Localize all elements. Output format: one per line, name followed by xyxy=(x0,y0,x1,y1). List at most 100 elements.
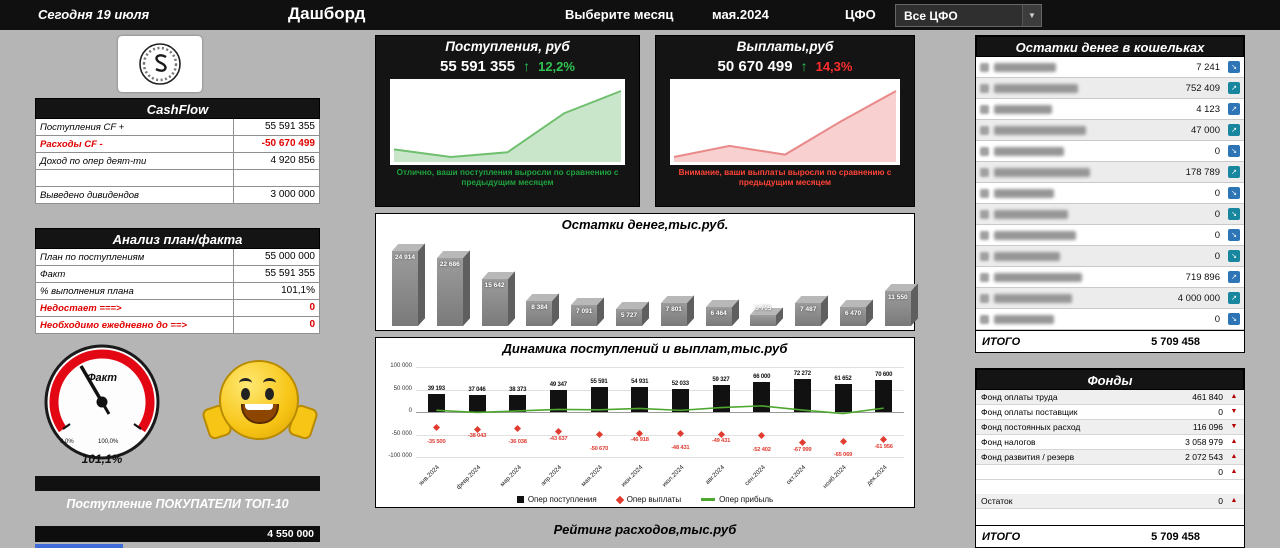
external-link-icon[interactable]: ↘ xyxy=(1228,313,1240,325)
inflow-bar xyxy=(509,394,527,412)
wallet-balance: 4 123 xyxy=(1196,103,1220,115)
bar-front xyxy=(481,279,508,326)
inflow-bar xyxy=(712,385,730,412)
gridline xyxy=(416,434,904,436)
top10-bar: 4 550 000 xyxy=(35,526,320,542)
expenses-ranking-title: Рейтинг расходов,тыс.руб xyxy=(553,522,737,537)
wallet-row: 47 000 ↗ xyxy=(976,120,1244,141)
wallet-item-icon xyxy=(980,125,989,135)
balance-bar: 6 464 xyxy=(700,232,745,326)
company-logo xyxy=(118,36,202,92)
external-link-icon[interactable]: ↘ xyxy=(1228,61,1240,73)
wallet-row: 719 896 ↗ xyxy=(976,267,1244,288)
wallet-row: 0 ↘ xyxy=(976,141,1244,162)
external-link-icon[interactable]: ↘ xyxy=(1228,229,1240,241)
inflow-bar-label: 37 046 xyxy=(468,387,486,394)
triangle-down-icon: ▼ xyxy=(1230,423,1238,430)
wallet-balance: 0 xyxy=(1214,313,1220,325)
fund-row: Фонд налогов 3 058 979 ▲ xyxy=(976,435,1244,450)
balance-bar: 7 091 xyxy=(565,232,610,326)
cashflow-row: Расходы CF - -50 670 499 xyxy=(35,136,320,153)
balance-bar: 8 384 xyxy=(520,232,565,326)
legend-label-outflow: Опер выплаты xyxy=(626,495,682,504)
balance-bar: 3 705 xyxy=(744,232,789,326)
external-link-icon[interactable]: ↘ xyxy=(1228,187,1240,199)
cfo-select[interactable]: Все ЦФО ▼ xyxy=(895,4,1042,27)
x-axis-label: сен.2024 xyxy=(743,464,767,488)
plan-fact-row-label: План по поступлениям xyxy=(40,251,145,263)
plan-fact-row-value: 0 xyxy=(233,300,319,316)
balances-bar-chart: 24 914 22 686 15 642 8 384 7 091 5 727 7 801 6 … xyxy=(386,232,918,326)
inflow-bar-label: 54 931 xyxy=(631,379,649,386)
cashflow-row: Доход по опер деят-ти 4 920 856 xyxy=(35,153,320,170)
inflow-bar-label: 49 347 xyxy=(549,381,567,388)
funds-total-value: 5 709 458 xyxy=(1151,530,1200,543)
plan-fact-row-value: 55 000 000 xyxy=(233,249,319,265)
balances-panel: Остатки денег,тыс.руб. 24 914 22 686 15 64… xyxy=(375,213,918,331)
x-axis-label: нояб.2024 xyxy=(821,464,848,490)
wallets-title: Остатки денег в кошельках xyxy=(976,36,1244,57)
x-axis-label: февр.2024 xyxy=(454,464,482,492)
wallet-balance: 178 789 xyxy=(1185,166,1220,178)
external-link-icon[interactable]: ↘ xyxy=(1228,250,1240,262)
gauge-needle xyxy=(79,365,104,403)
bar-value-label: 6 464 xyxy=(710,310,727,317)
outflow-sparkline xyxy=(670,79,900,165)
triangle-up-icon: ▲ xyxy=(1230,453,1238,460)
balance-bar: 11 550 xyxy=(879,232,924,326)
inflow-sparkline xyxy=(390,79,625,165)
wallet-balance: 47 000 xyxy=(1190,124,1220,136)
wallet-row: 178 789 ↗ xyxy=(976,162,1244,183)
wallets-total-row: ИТОГО 5 709 458 xyxy=(976,330,1244,352)
external-link-icon[interactable]: ↗ xyxy=(1228,271,1240,283)
external-link-icon[interactable]: ↗ xyxy=(1228,166,1240,178)
x-axis-label: мая.2024 xyxy=(579,464,604,489)
plan-fact-row: % выполнения плана 101,1% xyxy=(35,283,320,300)
cashflow-row-label: Выведено дивидендов xyxy=(40,189,139,201)
external-link-icon[interactable]: ↘ xyxy=(1228,208,1240,220)
external-link-icon[interactable]: ↗ xyxy=(1228,82,1240,94)
wallet-item-icon xyxy=(980,83,989,93)
fund-value: 461 840 xyxy=(1192,392,1223,402)
cashflow-row: Поступления CF + 55 591 355 xyxy=(35,119,320,136)
top-bar: Сегодня 19 июля Дашборд Выберите месяц м… xyxy=(0,0,1280,30)
outflow-diamond-marker xyxy=(758,432,766,440)
funds-title: Фонды xyxy=(976,369,1244,390)
outflow-value-label: -50 670 xyxy=(589,445,609,452)
cashflow-row-value: -50 670 499 xyxy=(233,136,319,152)
external-link-icon[interactable]: ↗ xyxy=(1228,124,1240,136)
bar-value-label: 3 705 xyxy=(755,305,772,312)
cfo-label: ЦФО xyxy=(845,7,876,22)
wallet-balance: 752 409 xyxy=(1185,82,1220,94)
cfo-select-value: Все ЦФО xyxy=(904,8,958,23)
fund-value: 3 058 979 xyxy=(1185,437,1223,447)
funds-panel: Фонды Фонд оплаты труда 461 840 ▲ Фонд опла… xyxy=(975,368,1245,548)
external-link-icon[interactable]: ↘ xyxy=(1228,145,1240,157)
inflow-bar-label: 39 193 xyxy=(427,386,445,393)
cashflow-row-value: 3 000 000 xyxy=(233,187,319,203)
bar-front xyxy=(436,258,463,326)
bar-front xyxy=(884,291,911,326)
outflow-diamond-marker xyxy=(798,439,806,447)
dynamics-title: Динамика поступлений и выплат,тыс.руб xyxy=(502,341,788,356)
wallets-total-value: 5 709 458 xyxy=(1151,335,1200,348)
external-link-icon[interactable]: ↗ xyxy=(1228,292,1240,304)
wallet-balance: 719 896 xyxy=(1185,271,1220,283)
outflow-value-label: -65 069 xyxy=(833,452,853,459)
inflow-panel: Поступления, руб 55 591 355 ↑ 12,2% Отли… xyxy=(375,35,640,207)
selected-month[interactable]: мая.2024 xyxy=(712,7,769,22)
gridline xyxy=(416,367,904,368)
wallet-name-redacted xyxy=(994,125,1086,135)
today-date: Сегодня 19 июля xyxy=(38,7,150,22)
y-axis-label: 0 xyxy=(408,408,412,414)
y-axis-label: 100 000 xyxy=(390,363,412,369)
balance-bar: 15 642 xyxy=(476,232,521,326)
wallet-row: 4 000 000 ↗ xyxy=(976,288,1244,309)
outflow-diamond-marker xyxy=(514,424,522,432)
dynamics-plot: 39 193 -35 500 янв.2024 37 046 -38 043 февр.2… xyxy=(416,362,904,491)
outflow-value-label: -52 402 xyxy=(752,446,771,453)
fund-row: Фонд развития / резерв 2 072 543 ▲ xyxy=(976,450,1244,465)
x-axis-label: июл.2024 xyxy=(660,464,686,489)
cashflow-row-label: Расходы CF - xyxy=(40,138,103,150)
external-link-icon[interactable]: ↗ xyxy=(1228,103,1240,115)
